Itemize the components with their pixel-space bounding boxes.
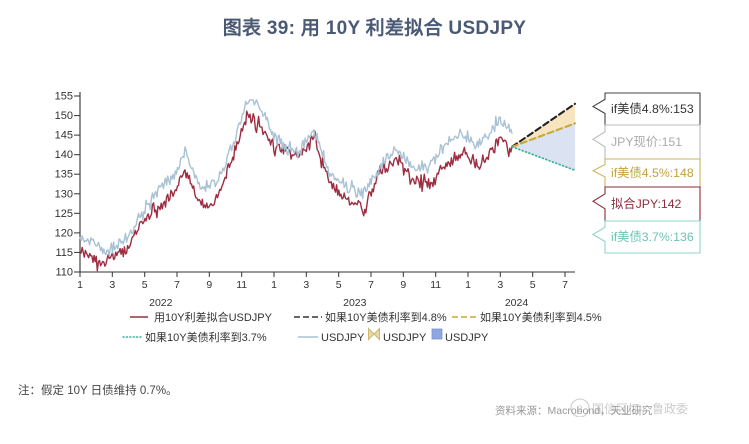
svg-text:2022: 2022	[149, 297, 173, 309]
svg-text:用10Y利差拟合USDJPY: 用10Y利差拟合USDJPY	[154, 310, 273, 324]
svg-text:JPY现价:151: JPY现价:151	[611, 135, 682, 149]
svg-text:USDJPY: USDJPY	[383, 332, 427, 344]
svg-text:if美债3.7%:136: if美债3.7%:136	[611, 230, 694, 244]
svg-text:2023: 2023	[343, 297, 367, 309]
svg-text:155: 155	[55, 91, 73, 103]
svg-text:11: 11	[236, 279, 247, 291]
svg-text:120: 120	[55, 227, 73, 239]
svg-text:11: 11	[430, 279, 441, 291]
svg-text:1: 1	[77, 279, 83, 291]
svg-text:140: 140	[55, 149, 73, 161]
svg-text:7: 7	[368, 279, 374, 291]
svg-text:5: 5	[336, 279, 342, 291]
svg-text:如果10Y美债利率到4.8%: 如果10Y美债利率到4.8%	[325, 310, 447, 324]
svg-text:3: 3	[109, 279, 115, 291]
svg-text:if美债4.8%:153: if美债4.8%:153	[611, 102, 694, 116]
svg-text:拟合JPY:142: 拟合JPY:142	[611, 196, 682, 211]
svg-text:7: 7	[562, 279, 568, 291]
svg-text:130: 130	[55, 188, 73, 200]
svg-text:如果10Y美债利率到4.5%: 如果10Y美债利率到4.5%	[480, 310, 602, 324]
svg-text:110: 110	[55, 267, 73, 279]
svg-text:150: 150	[55, 110, 73, 122]
svg-text:1: 1	[465, 279, 471, 291]
svg-text:9: 9	[400, 279, 406, 291]
svg-text:145: 145	[55, 130, 73, 142]
svg-text:USDJPY: USDJPY	[445, 332, 489, 344]
svg-text:2024: 2024	[505, 297, 529, 309]
svg-text:9: 9	[206, 279, 212, 291]
svg-text:7: 7	[174, 279, 180, 291]
svg-text:125: 125	[55, 208, 73, 220]
svg-text:5: 5	[142, 279, 148, 291]
svg-text:135: 135	[55, 169, 73, 181]
svg-text:USDJPY: USDJPY	[321, 332, 365, 344]
svg-text:3: 3	[303, 279, 309, 291]
svg-text:115: 115	[55, 247, 73, 259]
svg-text:1: 1	[271, 279, 277, 291]
svg-text:5: 5	[530, 279, 536, 291]
svg-text:如果10Y美债利率到3.7%: 如果10Y美债利率到3.7%	[145, 330, 267, 344]
svg-text:3: 3	[497, 279, 503, 291]
svg-text:if美债4.5%:148: if美债4.5%:148	[611, 166, 694, 180]
